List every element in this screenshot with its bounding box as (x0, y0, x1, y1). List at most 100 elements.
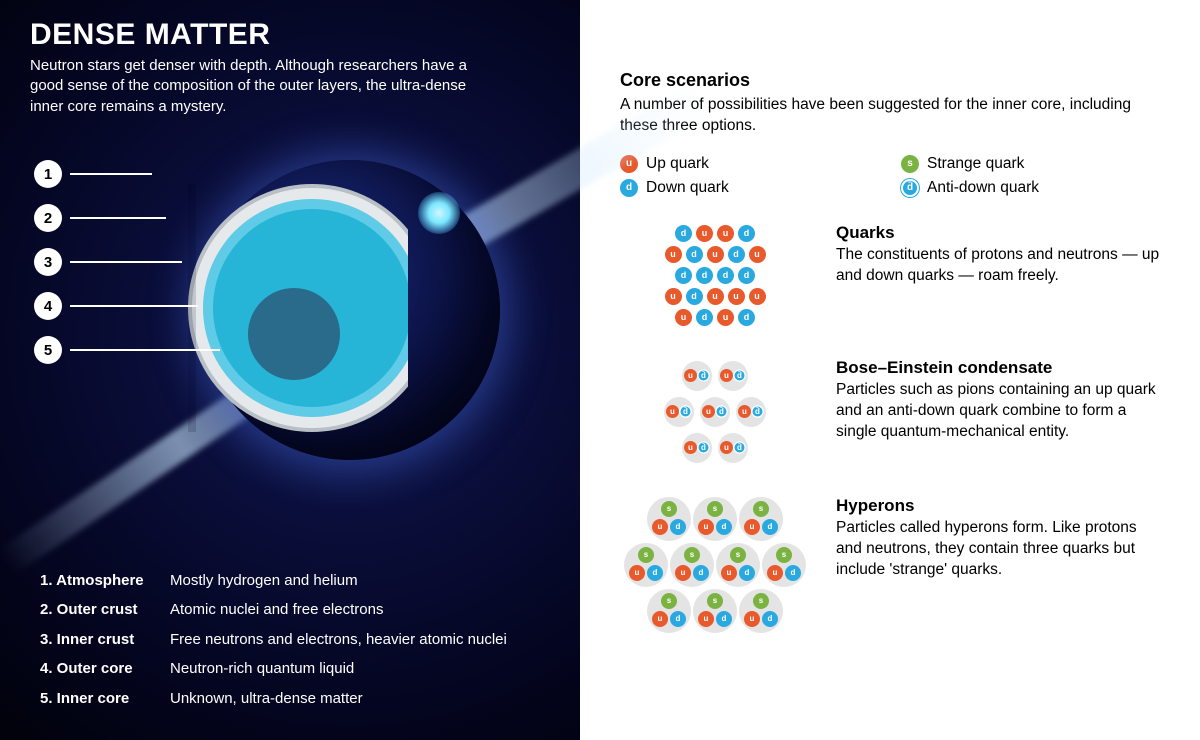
quark-u: u (652, 519, 668, 535)
quark-d: d (670, 611, 686, 627)
quark-s: s (684, 547, 700, 563)
quark-d: d (762, 611, 778, 627)
quark-d: d (785, 565, 801, 581)
scenario-title: Quarks (836, 223, 1160, 243)
quark-u: u (720, 369, 733, 382)
pion-bubble: ud̄ (682, 433, 712, 463)
hyperon-bubble: sud (762, 543, 806, 587)
pion-bubble: ud̄ (718, 433, 748, 463)
pion-bubble: ud̄ (682, 361, 712, 391)
quark-antidown: d̄ (715, 405, 728, 418)
quark-u: u (665, 246, 682, 263)
quark-legend-item: uUp quark (620, 155, 879, 173)
quark-u: u (720, 441, 733, 454)
quark-d: d (762, 519, 778, 535)
left-panel: DENSE MATTER Neutron stars get denser wi… (0, 0, 580, 740)
quark-label: Anti-down quark (927, 179, 1039, 197)
quark-antidown: d̄ (733, 441, 746, 454)
quark-antidown: d̄ (697, 369, 710, 382)
quark-d: d (717, 267, 734, 284)
callout-list: 12345 (34, 160, 220, 380)
scenario-text: QuarksThe constituents of protons and ne… (836, 223, 1160, 328)
legend-key: 3. Inner crust (40, 630, 170, 650)
quark-u: u (721, 565, 737, 581)
quark-d: d (716, 519, 732, 535)
legend-desc: Free neutrons and electrons, heavier ato… (170, 630, 507, 650)
quark-s: s (661, 501, 677, 517)
quark-u: u (744, 519, 760, 535)
callout-line (70, 261, 182, 263)
hyperon-bubble: sud (624, 543, 668, 587)
quark-s: s (753, 501, 769, 517)
pion-bubble: ud̄ (736, 397, 766, 427)
scenario-viz: ud̄ud̄ud̄ud̄ud̄ud̄ud̄ (620, 358, 810, 466)
quark-u: u (749, 246, 766, 263)
legend-row: 5. Inner coreUnknown, ultra-dense matter (40, 689, 550, 709)
quark-antidown: d̄ (697, 441, 710, 454)
quark-d: d (738, 267, 755, 284)
scenario-title: Bose–Einstein condensate (836, 358, 1160, 378)
quark-u: u (696, 225, 713, 242)
hyperon-bubble: sud (739, 497, 783, 541)
callout-line (70, 217, 166, 219)
quark-s: s (730, 547, 746, 563)
quark-dot: d̄ (901, 179, 919, 197)
quark-legend-item: sStrange quark (901, 155, 1160, 173)
quark-d: d (670, 519, 686, 535)
quark-s: s (753, 593, 769, 609)
scenario: duududududddduduuuududQuarksThe constitu… (620, 223, 1160, 328)
quark-u: u (702, 405, 715, 418)
hotspot-glow (418, 192, 460, 234)
quark-u: u (728, 288, 745, 305)
callout: 4 (34, 292, 220, 320)
quark-legend-item: d̄ Anti-down quark (901, 179, 1160, 197)
quark-dot: s (901, 155, 919, 173)
hyperon-bubble: sud (647, 589, 691, 633)
callout: 2 (34, 204, 220, 232)
cutaway-layers (188, 178, 408, 438)
quark-legend-item: dDown quark (620, 179, 879, 197)
hyperon-bubble: sud (693, 589, 737, 633)
quark-u: u (767, 565, 783, 581)
quark-d: d (696, 309, 713, 326)
callout-badge: 4 (34, 292, 62, 320)
callout-badge: 2 (34, 204, 62, 232)
scenario-desc: Particles called hyperons form. Like pro… (836, 518, 1160, 581)
hyperon-bubble: sud (647, 497, 691, 541)
callout-badge: 5 (34, 336, 62, 364)
quark-d: d (693, 565, 709, 581)
quark-u: u (707, 288, 724, 305)
pion-bubble: ud̄ (718, 361, 748, 391)
scenario: sudsudsudsudsudsudsudsudsudsudHyperonsPa… (620, 496, 1160, 634)
quark-d: d (675, 267, 692, 284)
quark-u: u (666, 405, 679, 418)
hyperon-bubble: sud (693, 497, 737, 541)
quark-u: u (698, 611, 714, 627)
legend-desc: Atomic nuclei and free electrons (170, 600, 383, 620)
quark-d: d (686, 246, 703, 263)
quark-u: u (707, 246, 724, 263)
infographic: DENSE MATTER Neutron stars get denser wi… (0, 0, 1200, 740)
scenario-list: duududududddduduuuududQuarksThe constitu… (620, 223, 1160, 634)
callout-line (70, 349, 220, 351)
quark-d: d (716, 611, 732, 627)
layer-legend: 1. AtmosphereMostly hydrogen and helium2… (40, 571, 550, 719)
layer-inner-core (248, 288, 340, 380)
quark-u: u (665, 288, 682, 305)
quark-u: u (629, 565, 645, 581)
quark-legend: uUp quark sStrange quark dDown quark d̄ Anti… (620, 155, 1160, 197)
scenario: ud̄ud̄ud̄ud̄ud̄ud̄ud̄Bose–Einstein conde… (620, 358, 1160, 466)
scenario-desc: The constituents of protons and neutrons… (836, 245, 1160, 287)
quark-d: d (739, 565, 755, 581)
legend-row: 4. Outer coreNeutron-rich quantum liquid (40, 659, 550, 679)
hyperon-bubble: sud (670, 543, 714, 587)
quark-d: d (686, 288, 703, 305)
pion-bubble: ud̄ (700, 397, 730, 427)
quark-label: Down quark (646, 179, 729, 197)
legend-key: 5. Inner core (40, 689, 170, 709)
core-scenarios-title: Core scenarios (620, 70, 1160, 91)
quark-s: s (638, 547, 654, 563)
legend-row: 2. Outer crustAtomic nuclei and free ele… (40, 600, 550, 620)
scenario-text: Bose–Einstein condensateParticles such a… (836, 358, 1160, 466)
scenario-text: HyperonsParticles called hyperons form. … (836, 496, 1160, 634)
